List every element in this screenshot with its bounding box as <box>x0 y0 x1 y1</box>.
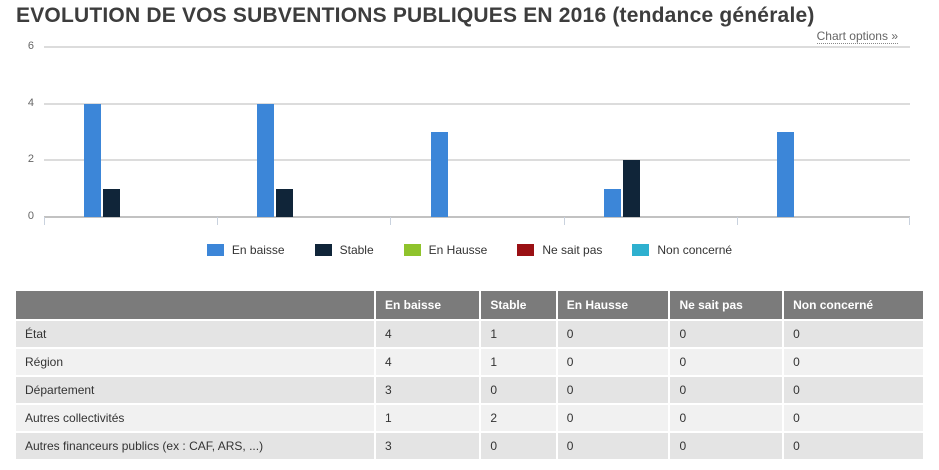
legend-swatch-stable <box>314 244 332 256</box>
row-label-cell: Autres financeurs publics (ex : CAF, ARS… <box>14 431 376 461</box>
value-cell: 0 <box>555 319 671 349</box>
bar-stable-autres-collectivites[interactable] <box>622 160 640 217</box>
legend-swatch-non-concerne <box>632 244 650 256</box>
value-cell: 4 <box>373 347 482 377</box>
value-cell: 0 <box>782 403 925 433</box>
x-axis-tick <box>909 217 910 225</box>
bar-en-baisse-autres-collectivites[interactable] <box>603 188 621 217</box>
legend-item-en-hausse[interactable]: En Hausse <box>403 243 488 257</box>
bar-en-baisse-departement[interactable] <box>430 132 448 217</box>
value-cell: 0 <box>668 347 785 377</box>
legend-swatch-ne-sait-pas <box>517 244 535 256</box>
value-cell: 2 <box>479 403 558 433</box>
x-axis-tick <box>44 217 45 225</box>
y-tick-label: 0 <box>27 210 34 222</box>
table-header: En baisse Stable En Hausse Ne sait pas Non c… <box>14 289 925 321</box>
value-cell: 0 <box>555 375 671 405</box>
value-cell: 1 <box>479 347 558 377</box>
value-cell: 1 <box>479 319 558 349</box>
value-cell: 0 <box>479 431 558 461</box>
value-cell: 0 <box>782 319 925 349</box>
table-row-region: Région 4 1 0 0 0 <box>14 347 925 377</box>
plot-area <box>44 46 910 225</box>
value-cell: 0 <box>782 375 925 405</box>
y-tick-label: 6 <box>27 40 34 52</box>
results-table: En baisse Stable En Hausse Ne sait pas Non c… <box>14 289 925 461</box>
legend-label: Stable <box>339 243 374 257</box>
legend-label: En baisse <box>231 243 285 257</box>
gridline-y6 <box>44 46 910 48</box>
legend-item-non-concerne[interactable]: Non concerné <box>632 243 732 257</box>
y-tick-label: 4 <box>27 96 34 109</box>
value-cell: 0 <box>555 347 671 377</box>
row-label-cell: Région <box>14 347 376 377</box>
x-axis-tick <box>217 217 219 225</box>
value-cell: 4 <box>373 319 482 349</box>
legend-item-ne-sait-pas[interactable]: Ne sait pas <box>517 243 602 257</box>
row-label-cell: État <box>14 319 376 349</box>
bar-en-baisse-region[interactable] <box>257 103 275 217</box>
value-cell: 0 <box>782 431 925 461</box>
page-title: EVOLUTION DE VOS SUBVENTIONS PUBLIQUES E… <box>16 4 815 27</box>
chart-options-link[interactable]: Chart options » <box>816 29 898 44</box>
legend-swatch-en-hausse <box>403 244 421 256</box>
legend-swatch-en-baisse <box>206 244 224 256</box>
row-label-cell: Autres collectivités <box>14 403 376 433</box>
y-axis-labels: 6 4 2 0 <box>0 40 34 222</box>
bar-en-baisse-etat[interactable] <box>84 103 102 217</box>
header-cell-stable: Stable <box>479 289 558 321</box>
legend-label: Ne sait pas <box>542 243 603 257</box>
header-cell-empty <box>14 289 376 321</box>
value-cell: 0 <box>555 431 671 461</box>
legend-item-en-baisse[interactable]: En baisse <box>206 243 285 257</box>
x-axis-tick <box>390 217 392 225</box>
legend-item-stable[interactable]: Stable <box>314 243 374 257</box>
x-axis-tick <box>736 217 738 225</box>
header-cell-non-concerne: Non concerné <box>782 289 925 321</box>
chart-legend: En baisse Stable En Hausse Ne sait pas Non c… <box>0 243 939 257</box>
table-row-departement: Département 3 0 0 0 0 <box>14 375 925 405</box>
header-cell-en-hausse: En Hausse <box>555 289 671 321</box>
gridline-y0 <box>44 216 910 218</box>
legend-label: En Hausse <box>428 243 488 257</box>
value-cell: 0 <box>782 347 925 377</box>
legend-label: Non concerné <box>657 243 733 257</box>
y-tick-label: 2 <box>27 153 34 166</box>
value-cell: 0 <box>555 403 671 433</box>
value-cell: 0 <box>668 431 785 461</box>
value-cell: 0 <box>668 319 785 349</box>
table-row-autres-financeurs-publics-ex-caf-ars: Autres financeurs publics (ex : CAF, ARS… <box>14 431 925 461</box>
value-cell: 0 <box>668 375 785 405</box>
gridline-y4 <box>44 102 910 105</box>
value-cell: 0 <box>479 375 558 405</box>
row-label-cell: Département <box>14 375 376 405</box>
bar-en-baisse-autres-financeurs-publics-ex-caf-ars[interactable] <box>776 132 794 217</box>
table-row-autres-collectivites: Autres collectivités 1 2 0 0 0 <box>14 403 925 433</box>
header-cell-en-baisse: En baisse <box>373 289 482 321</box>
value-cell: 0 <box>668 403 785 433</box>
bar-stable-region[interactable] <box>276 188 294 217</box>
value-cell: 3 <box>373 431 482 461</box>
gridline-y2 <box>44 159 910 162</box>
header-cell-ne-sait-pas: Ne sait pas <box>668 289 785 321</box>
value-cell: 3 <box>373 375 482 405</box>
value-cell: 1 <box>373 403 482 433</box>
bar-stable-etat[interactable] <box>103 188 121 217</box>
x-axis-tick <box>563 217 565 225</box>
table-row-etat: État 4 1 0 0 0 <box>14 319 925 349</box>
